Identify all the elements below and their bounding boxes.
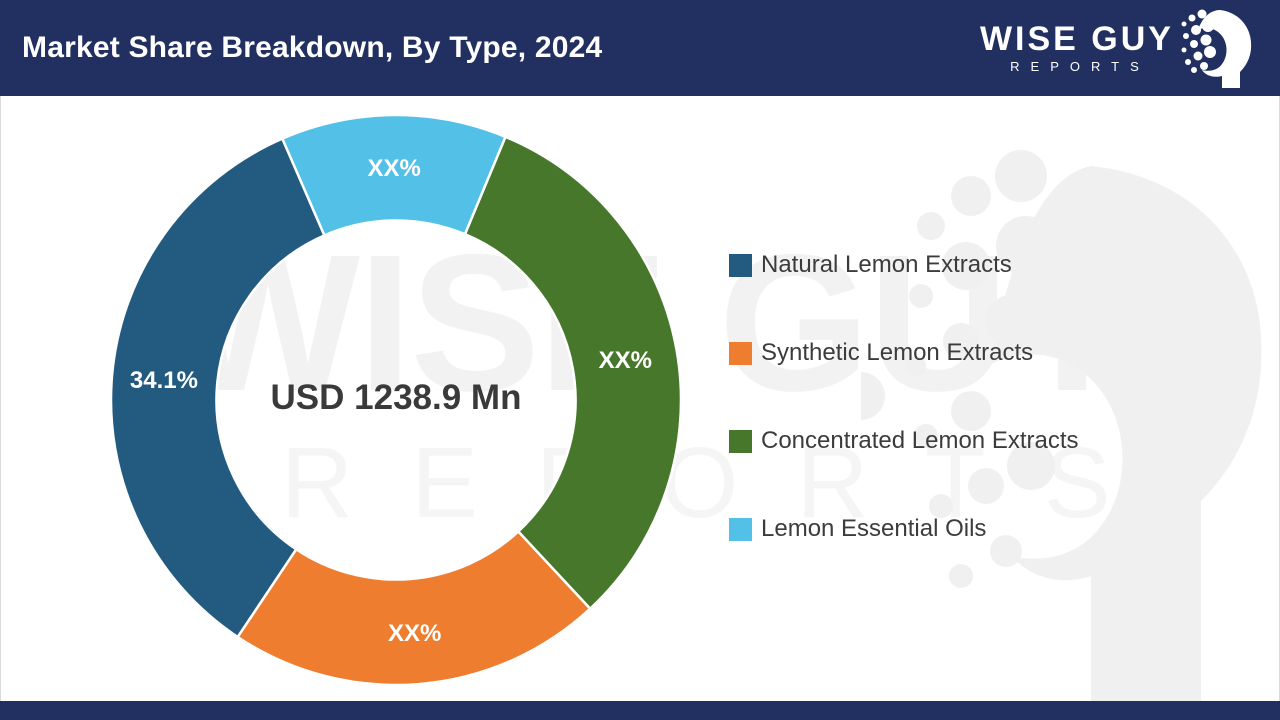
donut-segment-1[interactable] [235, 529, 592, 687]
legend-label: Lemon Essential Oils [761, 515, 987, 542]
logo-wordmark: WISE GUY [979, 20, 1174, 58]
legend-swatch-icon [729, 253, 752, 277]
donut-segment-0[interactable] [109, 136, 327, 639]
logo-subtitle: REPORTS [1010, 59, 1150, 74]
legend-item-3[interactable]: Lemon Essential Oils [729, 512, 1079, 546]
donut-segment-3[interactable] [280, 113, 508, 237]
legend: Natural Lemon Extracts Synthetic Lemon Ex… [729, 248, 1079, 600]
segment-value-label-2: XX% [599, 347, 652, 374]
header-bar: Market Share Breakdown, By Type, 2024 WI… [0, 0, 1280, 96]
logo-text: WISE GUY REPORTS [980, 22, 1174, 74]
segment-value-label-0: 34.1% [130, 367, 198, 394]
watermark-head-icon [861, 150, 1262, 701]
logo-head-icon [1181, 9, 1252, 88]
segment-value-label-3: XX% [367, 155, 420, 182]
chart-canvas: WISE GUY REPORTS 34.1% XX% XX% XX% USD 1238… [0, 96, 1280, 701]
legend-label: Synthetic Lemon Extracts [761, 339, 1034, 366]
donut-chart: 34.1% XX% XX% XX% [109, 113, 683, 687]
legend-swatch-icon [729, 517, 752, 541]
footer-bar [0, 701, 1280, 720]
donut-center-value: USD 1238.9 Mn [270, 378, 522, 417]
legend-swatch-icon [729, 341, 752, 365]
segment-value-label-1: XX% [388, 620, 441, 647]
legend-item-2[interactable]: Concentrated Lemon Extracts [729, 424, 1079, 458]
legend-item-0[interactable]: Natural Lemon Extracts [729, 248, 1079, 282]
legend-label: Concentrated Lemon Extracts [761, 427, 1079, 454]
legend-item-1[interactable]: Synthetic Lemon Extracts [729, 336, 1079, 370]
page-title: Market Share Breakdown, By Type, 2024 [22, 31, 603, 64]
legend-label: Natural Lemon Extracts [761, 251, 1012, 278]
wise-guy-logo: WISE GUY REPORTS [980, 6, 1254, 90]
legend-swatch-icon [729, 429, 752, 453]
donut-segment-2[interactable] [463, 135, 683, 611]
